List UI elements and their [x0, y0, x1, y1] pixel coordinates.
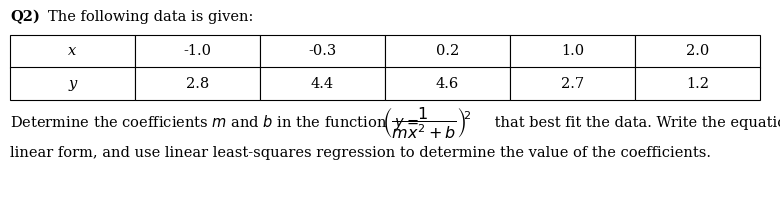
Text: Determine the coefficients $\it{m}$ and $\it{b}$ in the function  $y=$: Determine the coefficients $\it{m}$ and … — [10, 114, 419, 132]
Text: The following data is given:: The following data is given: — [48, 10, 254, 24]
Text: linear form, and use linear least-squares regression to determine the value of t: linear form, and use linear least-square… — [10, 146, 711, 160]
Text: Q2): Q2) — [10, 10, 40, 24]
Text: $\left(\dfrac{1}{mx^2+b}\right)^{\!\!2}$: $\left(\dfrac{1}{mx^2+b}\right)^{\!\!2}$ — [382, 105, 471, 141]
Text: that best fit the data. Write the equation in a: that best fit the data. Write the equati… — [490, 116, 780, 130]
